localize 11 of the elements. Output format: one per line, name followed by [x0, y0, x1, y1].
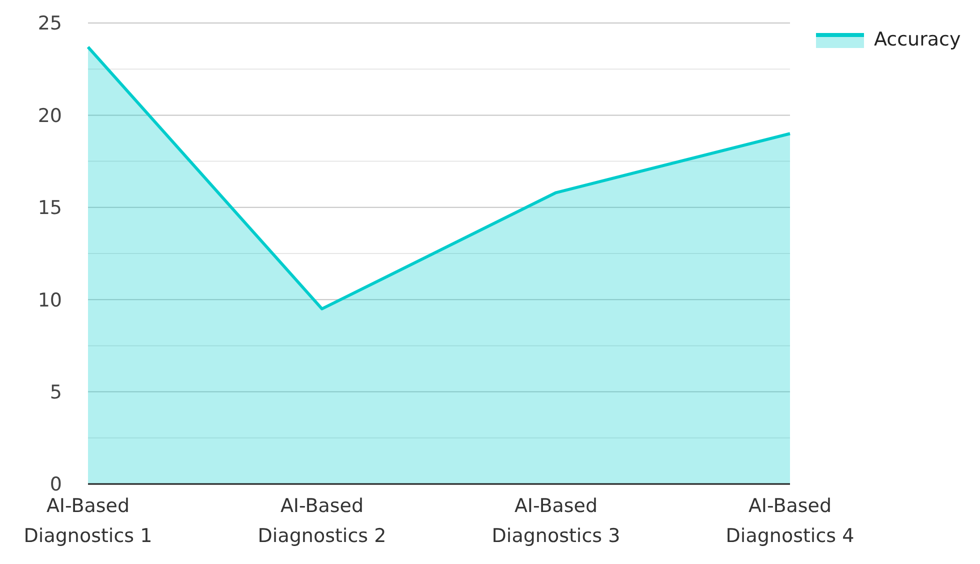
legend-label: Accuracy	[874, 28, 961, 51]
y-tick-label: 5	[50, 381, 62, 404]
x-tick-label: AI-Based Diagnostics 2	[258, 495, 386, 547]
y-tick-label: 15	[38, 197, 62, 220]
x-tick-label: AI-Based Diagnostics 3	[492, 495, 620, 547]
y-tick-label: 20	[38, 104, 62, 127]
y-tick-label: 25	[38, 12, 62, 35]
y-tick-label: 10	[38, 289, 62, 312]
x-tick-label: AI-Based Diagnostics 1	[24, 495, 152, 547]
y-tick-label: 0	[50, 474, 62, 496]
x-tick-label: AI-Based Diagnostics 4	[726, 495, 854, 547]
